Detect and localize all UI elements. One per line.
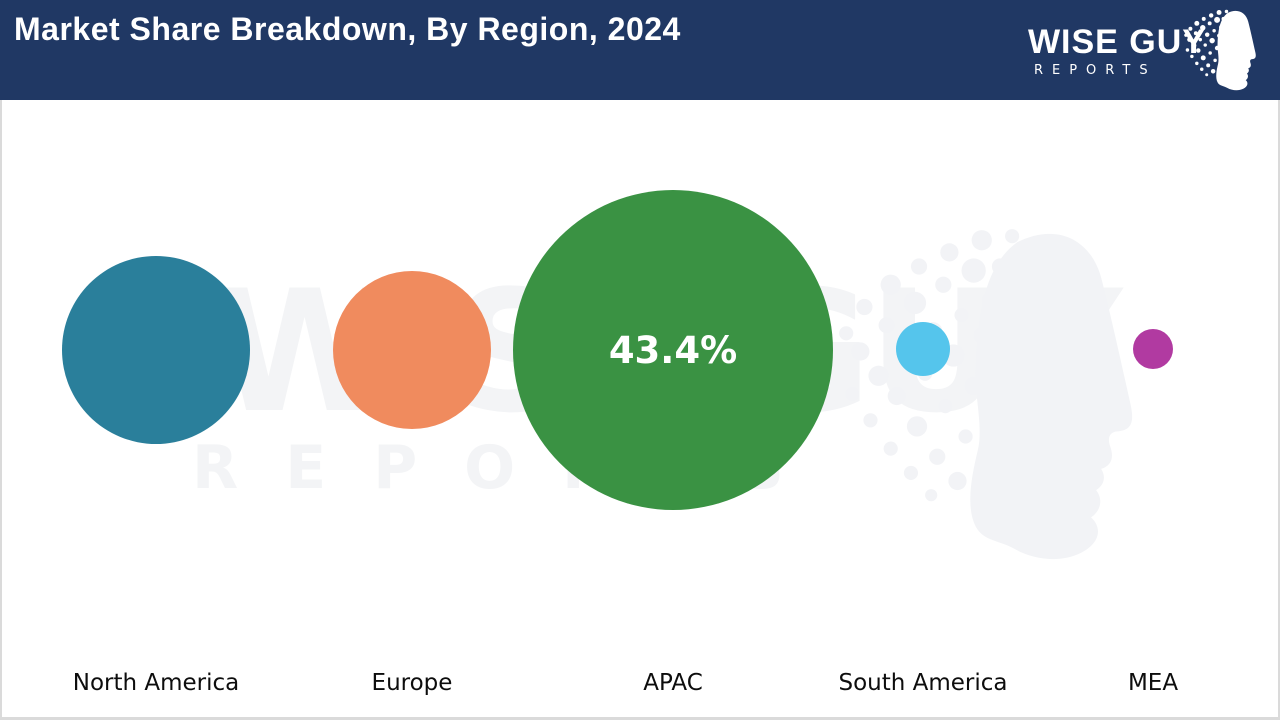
category-label-north-america: North America — [72, 670, 240, 696]
bubble-apac[interactable]: 43.4% — [513, 190, 833, 510]
bubble-mea[interactable] — [1133, 329, 1173, 369]
category-label-mea: MEA — [1127, 670, 1179, 696]
category-label-apac: APAC — [643, 670, 703, 696]
bubble-chart-area: WISE GUY REPORTS North AmericaEurope43.4… — [0, 100, 1280, 720]
bubble-north-america[interactable] — [62, 256, 250, 444]
wise-guy-reports-logo: WISE GUY REPORTS — [1028, 6, 1268, 94]
bubble-value-label: 43.4% — [608, 328, 738, 372]
category-label-south-america: South America — [838, 670, 1008, 696]
page-title: Market Share Breakdown, By Region, 2024 — [14, 11, 681, 47]
header-bar: Market Share Breakdown, By Region, 2024 … — [0, 0, 1280, 100]
logo-wordmark-line2: REPORTS — [1033, 62, 1157, 78]
logo-wordmark-line1: WISE GUY — [1027, 22, 1206, 61]
category-label-europe: Europe — [371, 670, 453, 696]
logo-wordmark: WISE GUY REPORTS — [1028, 23, 1206, 78]
bubble-south-america[interactable] — [896, 322, 950, 376]
watermark-face-silhouette — [830, 222, 1174, 566]
bubble-europe[interactable] — [333, 271, 491, 429]
